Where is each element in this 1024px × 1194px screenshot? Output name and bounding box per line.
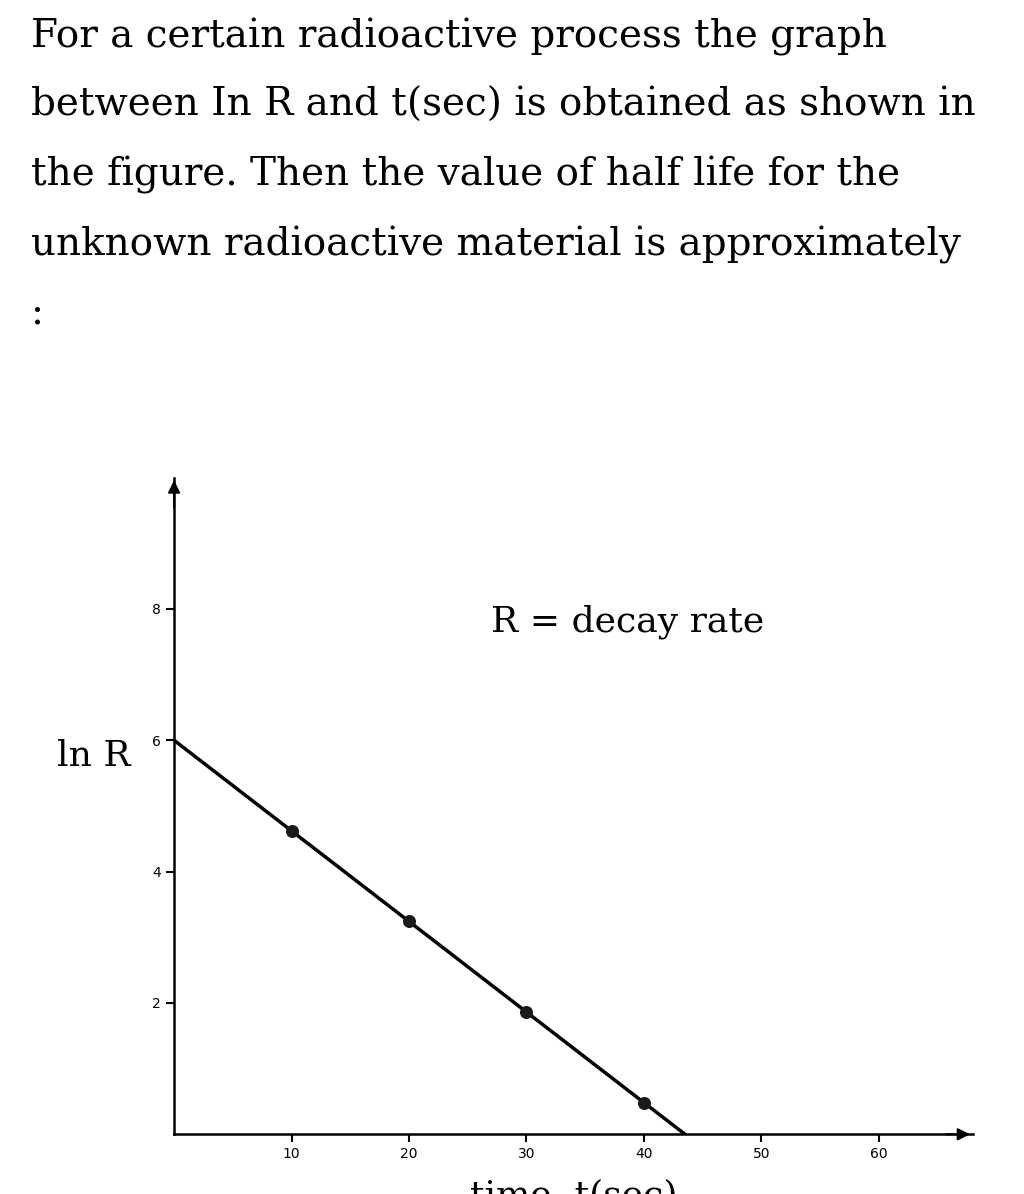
Text: between In R and t(sec) is obtained as shown in: between In R and t(sec) is obtained as s… bbox=[31, 87, 976, 124]
X-axis label: time, t(sec): time, t(sec) bbox=[470, 1178, 677, 1194]
Text: For a certain radioactive process the graph: For a certain radioactive process the gr… bbox=[31, 18, 887, 56]
Point bbox=[636, 1093, 652, 1112]
Point bbox=[518, 1003, 535, 1022]
Y-axis label: ln R: ln R bbox=[57, 739, 131, 774]
Point bbox=[400, 912, 417, 931]
Text: unknown radioactive material is approximately: unknown radioactive material is approxim… bbox=[31, 226, 961, 264]
Text: the figure. Then the value of half life for the: the figure. Then the value of half life … bbox=[31, 156, 900, 195]
Point bbox=[284, 821, 300, 841]
Text: R = decay rate: R = decay rate bbox=[492, 605, 765, 639]
Text: :: : bbox=[31, 295, 44, 332]
